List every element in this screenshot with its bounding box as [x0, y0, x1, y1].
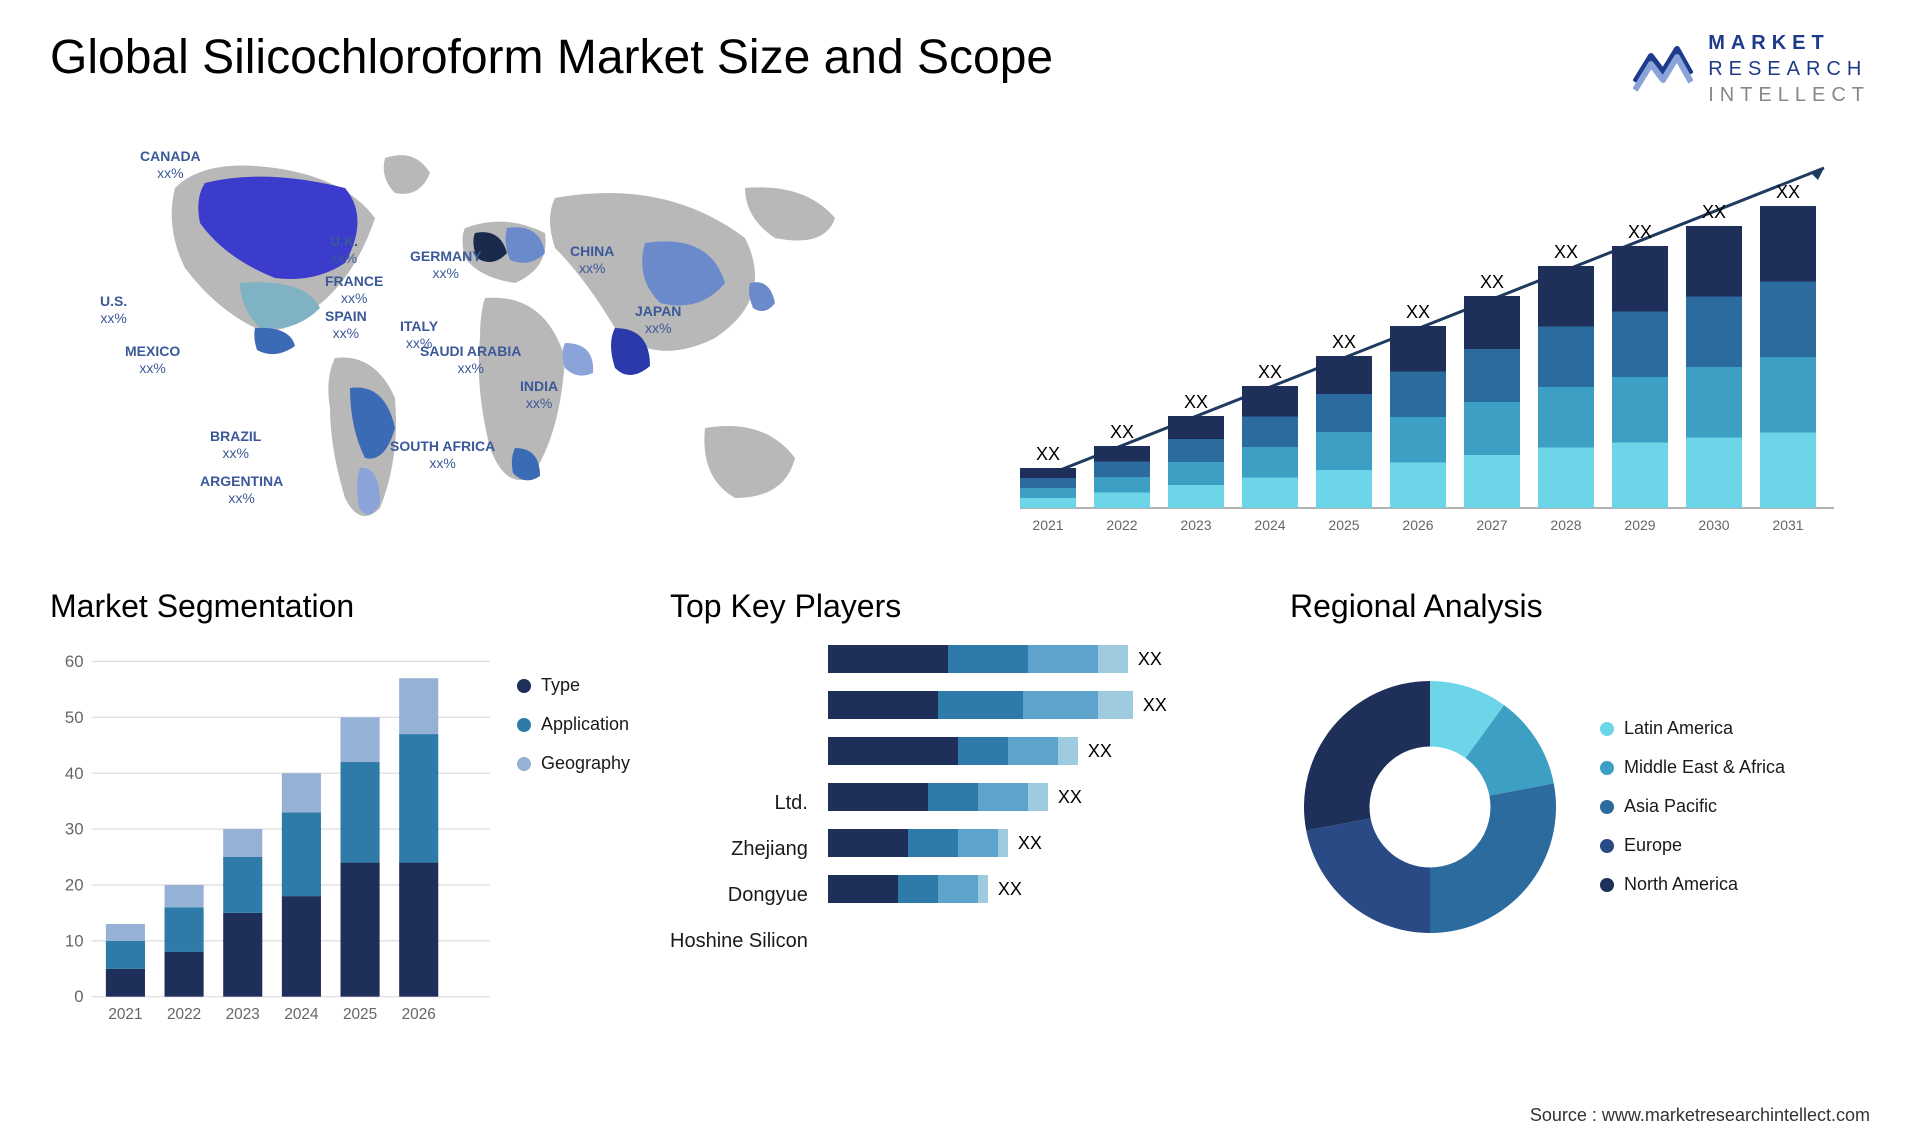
- map-label: MEXICOxx%: [125, 343, 180, 377]
- map-label: CANADAxx%: [140, 148, 201, 182]
- legend-item: Geography: [517, 753, 630, 774]
- segmentation-chart: 0 10 20 30 40 50 60 2021 2022 2023 2024 2025 2026: [50, 645, 497, 1041]
- svg-text:30: 30: [65, 820, 84, 839]
- map-label: SPAINxx%: [325, 308, 367, 342]
- map-label: BRAZILxx%: [210, 428, 261, 462]
- svg-text:XX: XX: [1480, 272, 1504, 292]
- svg-text:2024: 2024: [1254, 517, 1285, 533]
- svg-text:60: 60: [65, 652, 84, 671]
- logo-line1: MARKET: [1708, 30, 1870, 56]
- svg-text:2031: 2031: [1772, 517, 1803, 533]
- players-bars: XX XX XX XX XX XX: [828, 645, 1250, 968]
- map-label: U.K.xx%: [330, 233, 358, 267]
- legend-item: Application: [517, 714, 630, 735]
- page-title: Global Silicochloroform Market Size and …: [50, 30, 1053, 85]
- regional-donut: [1290, 667, 1570, 947]
- svg-text:XX: XX: [1776, 182, 1800, 202]
- map-label: ARGENTINAxx%: [200, 473, 283, 507]
- map-label: U.S.xx%: [100, 293, 127, 327]
- player-bar: XX: [828, 645, 1250, 673]
- regional-section: Regional Analysis Latin America Middle Ea…: [1290, 588, 1870, 968]
- growth-bar-chart: XX 2021 XX 2022 XX 2023 XX 2024 XX 2025 XX 2026 XX 20…: [980, 128, 1870, 548]
- svg-text:XX: XX: [1554, 242, 1578, 262]
- player-label: Hoshine Silicon: [670, 930, 808, 958]
- world-map-svg: [50, 128, 940, 548]
- player-bar: XX: [828, 875, 1250, 903]
- segmentation-legend: Type Application Geography: [517, 645, 630, 1041]
- player-bar: XX: [828, 737, 1250, 765]
- svg-text:2028: 2028: [1550, 517, 1581, 533]
- svg-text:2021: 2021: [108, 1006, 142, 1023]
- map-label: INDIAxx%: [520, 378, 558, 412]
- map-label: SOUTH AFRICAxx%: [390, 438, 495, 472]
- map-label: FRANCExx%: [325, 273, 383, 307]
- svg-text:2030: 2030: [1698, 517, 1729, 533]
- brand-logo: MARKET RESEARCH INTELLECT: [1633, 30, 1870, 108]
- player-bar: XX: [828, 691, 1250, 719]
- legend-item: Middle East & Africa: [1600, 757, 1785, 778]
- svg-text:2025: 2025: [343, 1006, 377, 1023]
- svg-text:XX: XX: [1258, 362, 1282, 382]
- legend-item: North America: [1600, 874, 1785, 895]
- svg-text:XX: XX: [1332, 332, 1356, 352]
- svg-text:2023: 2023: [226, 1006, 260, 1023]
- svg-text:XX: XX: [1110, 422, 1134, 442]
- segmentation-section: Market Segmentation 01020304050602021202…: [50, 588, 630, 968]
- svg-text:40: 40: [65, 764, 84, 783]
- players-section: Top Key Players Ltd. Zhejiang Dongyue Hoshi…: [670, 588, 1250, 968]
- world-map: CANADAxx% U.S.xx% MEXICOxx% BRAZILxx% ARGENT…: [50, 128, 940, 548]
- svg-text:50: 50: [65, 708, 84, 727]
- svg-text:2021: 2021: [1032, 517, 1063, 533]
- legend-item: Europe: [1600, 835, 1785, 856]
- player-bar: XX: [828, 829, 1250, 857]
- source-text: Source : www.marketresearchintellect.com: [1530, 1105, 1870, 1126]
- svg-text:10: 10: [65, 931, 84, 950]
- legend-item: Type: [517, 675, 630, 696]
- players-labels: Ltd. Zhejiang Dongyue Hoshine Silicon: [670, 645, 808, 968]
- player-label: Dongyue: [670, 884, 808, 912]
- logo-line3: INTELLECT: [1708, 82, 1870, 108]
- segmentation-title: Market Segmentation: [50, 588, 630, 625]
- svg-text:2029: 2029: [1624, 517, 1655, 533]
- svg-text:2027: 2027: [1476, 517, 1507, 533]
- svg-text:XX: XX: [1184, 392, 1208, 412]
- svg-text:2024: 2024: [284, 1006, 319, 1023]
- regional-title: Regional Analysis: [1290, 588, 1870, 625]
- svg-text:XX: XX: [1036, 444, 1060, 464]
- svg-text:2026: 2026: [1402, 517, 1433, 533]
- svg-text:0: 0: [74, 987, 83, 1006]
- regional-legend: Latin America Middle East & Africa Asia Pa…: [1600, 718, 1785, 895]
- svg-text:20: 20: [65, 876, 84, 895]
- player-label: Zhejiang: [670, 838, 808, 866]
- map-label: SAUDI ARABIAxx%: [420, 343, 521, 377]
- legend-item: Asia Pacific: [1600, 796, 1785, 817]
- player-bar: XX: [828, 783, 1250, 811]
- map-label: CHINAxx%: [570, 243, 614, 277]
- map-label: GERMANYxx%: [410, 248, 482, 282]
- svg-text:2022: 2022: [1106, 517, 1137, 533]
- svg-text:2025: 2025: [1328, 517, 1359, 533]
- legend-item: Latin America: [1600, 718, 1785, 739]
- player-label: Ltd.: [670, 792, 808, 820]
- map-label: JAPANxx%: [635, 303, 681, 337]
- svg-text:XX: XX: [1406, 302, 1430, 322]
- logo-icon: [1633, 44, 1693, 94]
- logo-line2: RESEARCH: [1708, 56, 1870, 82]
- svg-text:2023: 2023: [1180, 517, 1211, 533]
- players-title: Top Key Players: [670, 588, 1250, 625]
- svg-text:XX: XX: [1628, 222, 1652, 242]
- svg-text:2026: 2026: [402, 1006, 436, 1023]
- svg-text:XX: XX: [1702, 202, 1726, 222]
- svg-text:2022: 2022: [167, 1006, 201, 1023]
